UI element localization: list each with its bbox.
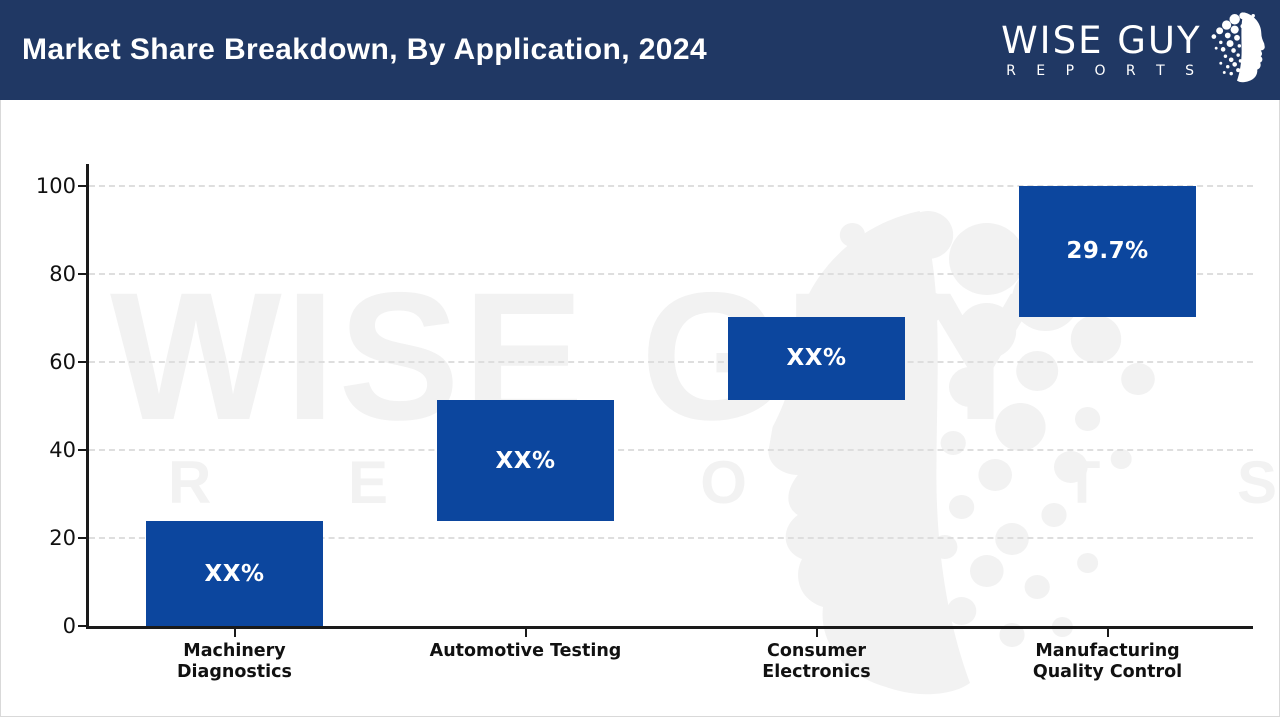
x-tick-label-machinery-diagnostics: Machinery Diagnostics <box>177 641 292 682</box>
y-tick-mark-0 <box>78 625 87 627</box>
y-tick-mark-100 <box>78 185 87 187</box>
x-tick-mark-manufacturing-quality-control <box>1106 629 1109 637</box>
y-tick-mark-80 <box>78 273 87 275</box>
bar-value-label-consumer-electronics: XX% <box>786 345 847 372</box>
brand-name: WISE GUY <box>1001 18 1202 62</box>
bar-machinery-diagnostics: XX% <box>146 521 323 626</box>
x-tick-mark-consumer-electronics <box>815 629 818 637</box>
brand-text: WISE GUY R E P O R T S <box>1001 18 1202 79</box>
x-tick-label-automotive-testing: Automotive Testing <box>429 641 622 661</box>
bar-manufacturing-quality-control: 29.7% <box>1019 186 1196 317</box>
brand-tagline: R E P O R T S <box>1006 62 1202 79</box>
y-tick-mark-40 <box>78 449 87 451</box>
bar-automotive-testing: XX% <box>437 399 614 522</box>
y-tick-label-40: 40 <box>49 438 76 462</box>
y-tick-label-100: 100 <box>35 174 76 198</box>
bar-consumer-electronics: XX% <box>728 316 905 400</box>
x-tick-mark-automotive-testing <box>524 629 527 637</box>
y-tick-label-0: 0 <box>62 614 76 638</box>
x-axis-line <box>86 626 1253 629</box>
y-tick-label-20: 20 <box>49 526 76 550</box>
wise-guy-face-icon <box>1211 11 1265 82</box>
waterfall-chart: 0 20 40 60 80 100 XX% Machinery Diagnostics XX% A… <box>0 100 1280 717</box>
x-tick-label-consumer-electronics: Consumer Electronics <box>762 641 871 682</box>
y-axis-line <box>86 164 89 629</box>
bar-value-label-machinery-diagnostics: XX% <box>204 560 265 587</box>
header-bar: Market Share Breakdown, By Application, … <box>0 0 1280 100</box>
bar-value-label-automotive-testing: XX% <box>495 447 556 474</box>
y-tick-mark-60 <box>78 361 87 363</box>
y-gridline-60 <box>89 361 1253 363</box>
x-tick-label-manufacturing-quality-control: Manufacturing Quality Control <box>1032 641 1183 682</box>
brand-logo: WISE GUY R E P O R T S <box>1001 10 1266 91</box>
y-gridline-100 <box>89 185 1253 187</box>
chart-canvas: WISE GUY R E P O R T S 0 20 40 60 80 100 XX% Ma… <box>0 100 1280 717</box>
watermark-brand-tagline: R E P O R T S <box>168 449 1280 516</box>
y-gridline-20 <box>89 537 1253 539</box>
y-gridline-40 <box>89 449 1253 451</box>
y-tick-label-80: 80 <box>49 262 76 286</box>
x-tick-mark-machinery-diagnostics <box>233 629 236 637</box>
y-gridline-80 <box>89 273 1253 275</box>
page-title: Market Share Breakdown, By Application, … <box>22 33 708 66</box>
bar-value-label-manufacturing-quality-control: 29.7% <box>1066 238 1149 265</box>
y-tick-mark-20 <box>78 537 87 539</box>
y-tick-label-60: 60 <box>49 350 76 374</box>
